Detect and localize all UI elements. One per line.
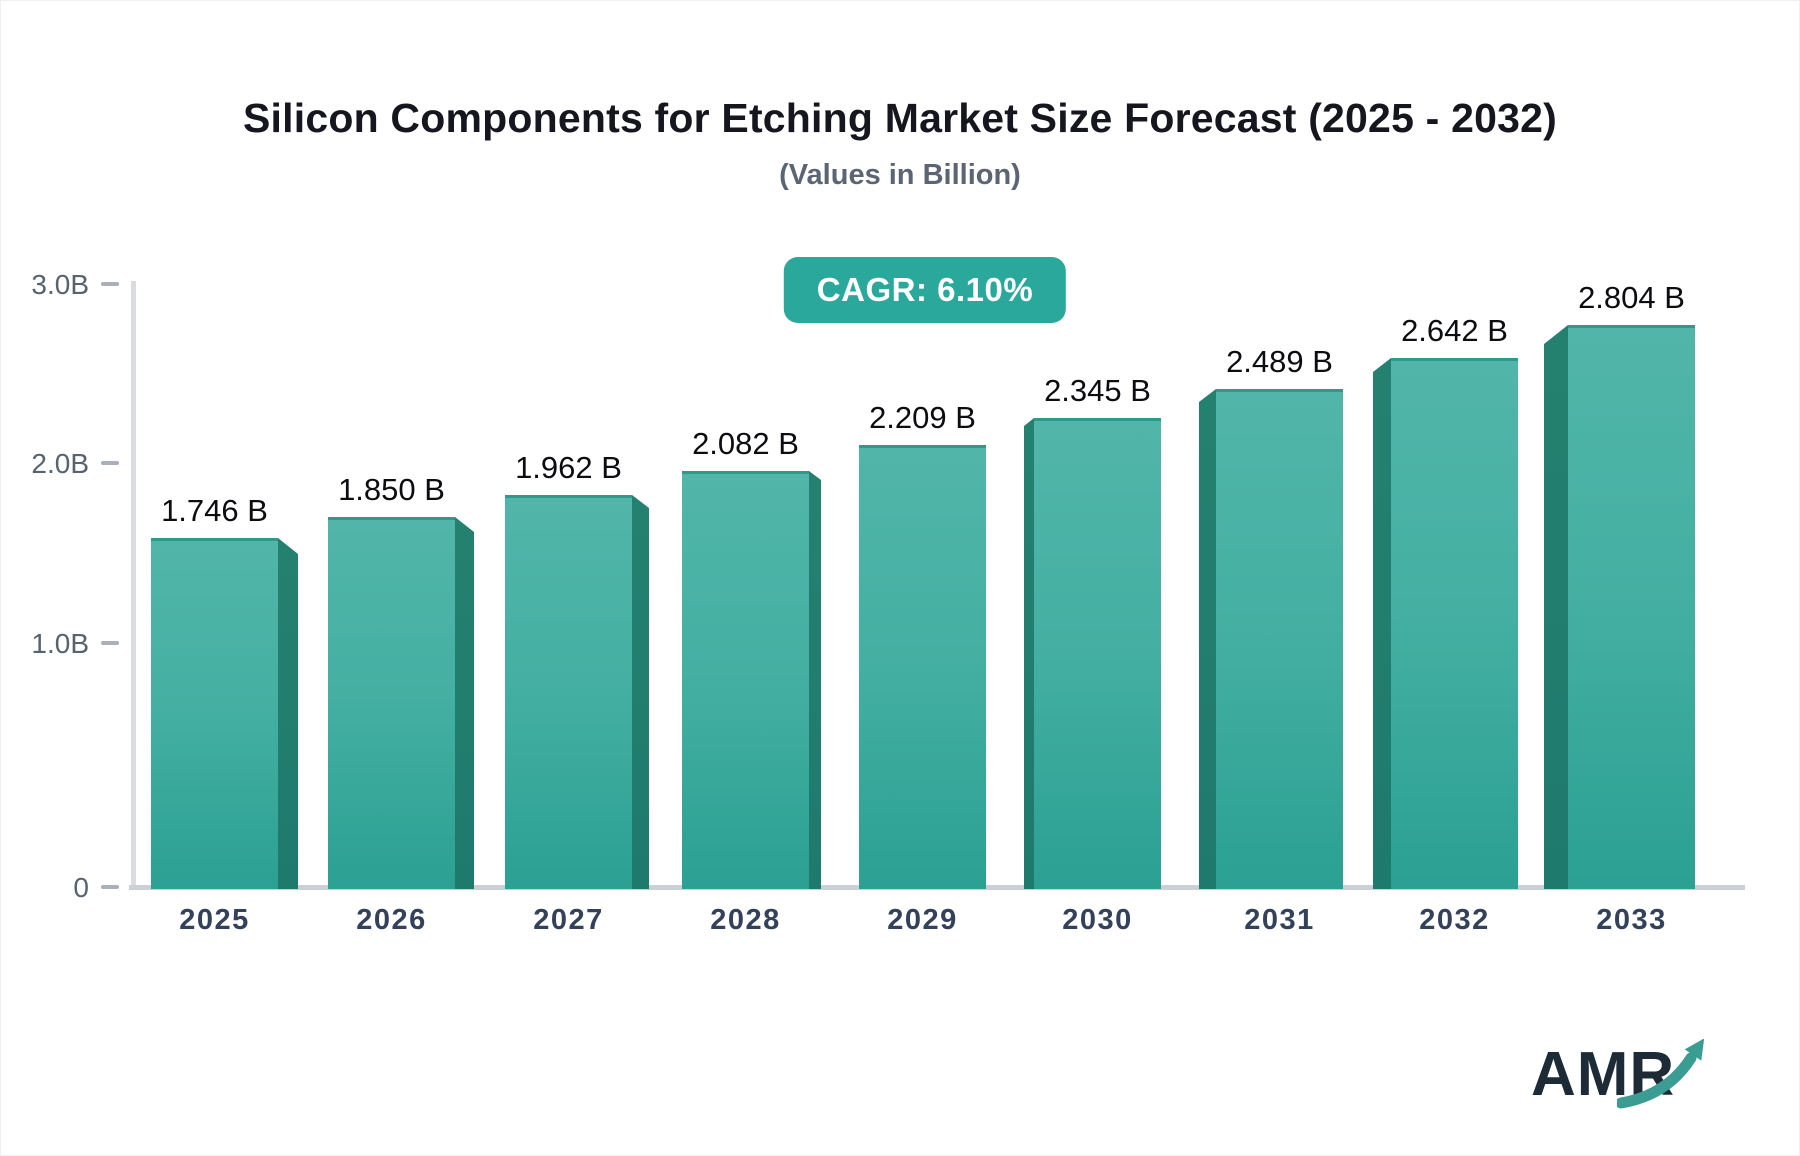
bar-side-face bbox=[809, 471, 821, 889]
y-tick-label-2b: 2.0B bbox=[31, 448, 89, 479]
x-axis-label-2029: 2029 bbox=[887, 904, 958, 936]
y-tick-label-1b: 1.0B bbox=[31, 628, 89, 659]
growth-arrow-icon bbox=[1617, 1039, 1705, 1109]
x-axis-label-2025: 2025 bbox=[179, 904, 250, 936]
bar-side-face bbox=[632, 495, 649, 889]
bar-value-label: 1.962 B bbox=[515, 450, 622, 485]
y-tick-mark bbox=[101, 885, 119, 889]
bar-2026[interactable] bbox=[328, 517, 455, 889]
bar-value-label: 2.345 B bbox=[1044, 373, 1151, 408]
bar-value-label: 2.082 B bbox=[692, 426, 799, 461]
bar-value-label: 2.642 B bbox=[1401, 313, 1508, 348]
cagr-badge: CAGR: 6.10% bbox=[783, 257, 1067, 323]
y-tick-mark bbox=[101, 641, 119, 645]
bar-side-face bbox=[455, 517, 474, 889]
y-tick-label-3b: 3.0B bbox=[31, 269, 89, 300]
bar-value-label: 1.850 B bbox=[338, 472, 445, 507]
bar-2028[interactable] bbox=[682, 471, 809, 889]
bar-2025[interactable] bbox=[151, 538, 278, 889]
bar-side-face bbox=[1024, 418, 1034, 889]
bar-2029[interactable] bbox=[859, 445, 986, 889]
y-tick-label-0: 0 bbox=[73, 872, 89, 903]
bar-side-face bbox=[278, 538, 298, 889]
x-axis-label-2030: 2030 bbox=[1062, 904, 1133, 936]
bar-value-label: 2.209 B bbox=[869, 400, 976, 435]
bar-2033[interactable] bbox=[1568, 325, 1695, 889]
y-tick-mark bbox=[101, 282, 119, 286]
y-axis-line bbox=[131, 281, 136, 890]
bar-2031[interactable] bbox=[1216, 389, 1343, 889]
y-tick-mark bbox=[101, 461, 119, 465]
amr-logo: AMR bbox=[1531, 1039, 1751, 1119]
chart-title: Silicon Components for Etching Market Si… bbox=[243, 95, 1557, 141]
x-axis-label-2033: 2033 bbox=[1596, 904, 1667, 936]
x-axis-label-2027: 2027 bbox=[533, 904, 604, 936]
bar-2032[interactable] bbox=[1391, 358, 1518, 889]
x-axis-label-2031: 2031 bbox=[1244, 904, 1315, 936]
bar-side-face bbox=[1373, 358, 1391, 889]
x-axis-label-2032: 2032 bbox=[1419, 904, 1490, 936]
bar-value-label: 1.746 B bbox=[161, 493, 268, 528]
bar-value-label: 2.804 B bbox=[1578, 280, 1685, 315]
x-axis-label-2028: 2028 bbox=[710, 904, 781, 936]
bar-side-face bbox=[1199, 389, 1216, 889]
bar-2030[interactable] bbox=[1034, 418, 1161, 889]
bar-value-label: 2.489 B bbox=[1226, 344, 1333, 379]
x-axis-label-2026: 2026 bbox=[356, 904, 427, 936]
bar-2027[interactable] bbox=[505, 495, 632, 889]
bar-side-face bbox=[1544, 325, 1568, 889]
chart-subtitle: (Values in Billion) bbox=[779, 159, 1021, 191]
